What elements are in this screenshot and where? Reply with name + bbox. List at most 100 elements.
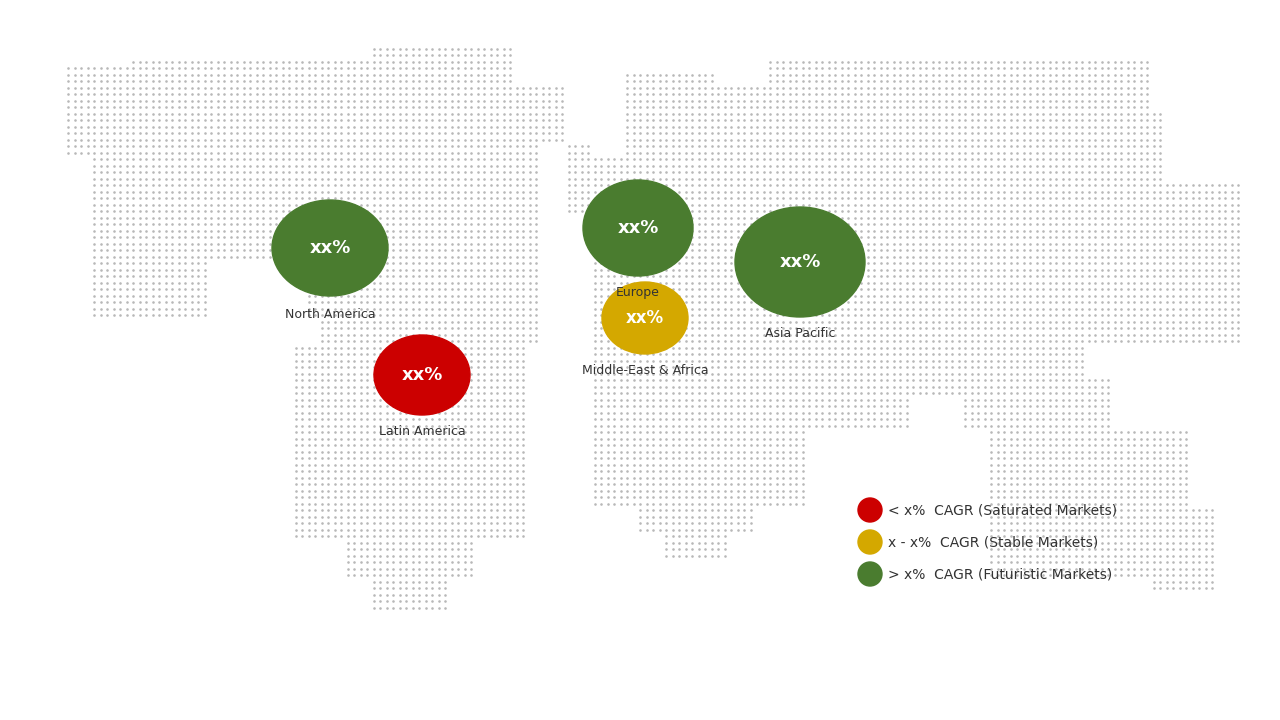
Point [961, 140, 982, 152]
Point [910, 245, 931, 256]
Point [292, 446, 312, 457]
Point [649, 407, 669, 418]
Point [344, 69, 365, 81]
Point [1027, 479, 1047, 490]
Point [682, 387, 703, 399]
Point [376, 426, 397, 438]
Point [429, 192, 449, 204]
Point [1111, 251, 1132, 263]
Point [305, 205, 325, 217]
Point [1085, 95, 1106, 107]
Point [461, 166, 481, 178]
Point [858, 264, 878, 276]
Point [97, 95, 118, 107]
Point [689, 245, 709, 256]
Point [104, 160, 124, 171]
Point [351, 147, 371, 158]
Point [1020, 303, 1041, 315]
Point [1189, 310, 1210, 321]
Point [1157, 511, 1178, 523]
Point [513, 264, 534, 276]
Point [317, 303, 338, 315]
Point [832, 361, 852, 373]
Point [410, 570, 430, 581]
Point [1228, 258, 1248, 269]
Point [376, 505, 397, 516]
Point [1143, 524, 1164, 536]
Point [389, 576, 410, 588]
Point [344, 413, 365, 425]
Point [708, 413, 728, 425]
Point [845, 368, 865, 379]
Point [617, 381, 637, 392]
Point [195, 303, 215, 315]
Point [741, 387, 762, 399]
Point [1052, 69, 1073, 81]
Point [1079, 95, 1100, 107]
Point [948, 297, 969, 308]
Point [416, 511, 436, 523]
Point [663, 303, 684, 315]
Point [1020, 108, 1041, 120]
Point [383, 479, 403, 490]
Point [474, 387, 494, 399]
Point [416, 277, 436, 289]
Point [1143, 485, 1164, 497]
Point [1001, 82, 1021, 94]
Point [748, 433, 768, 444]
Point [448, 199, 468, 210]
Point [812, 63, 832, 74]
Point [877, 114, 897, 126]
Point [97, 205, 118, 217]
Point [454, 387, 475, 399]
Point [689, 439, 709, 451]
Point [396, 336, 416, 347]
Point [266, 186, 287, 197]
Point [663, 446, 684, 457]
Point [201, 127, 221, 139]
Point [311, 479, 332, 490]
Point [526, 251, 547, 263]
Point [1149, 121, 1170, 132]
Point [129, 89, 150, 100]
Point [422, 582, 443, 594]
Point [332, 76, 352, 87]
Point [389, 595, 410, 607]
Point [1117, 336, 1138, 347]
Point [435, 524, 456, 536]
Point [689, 108, 709, 120]
Point [163, 245, 183, 256]
Point [454, 82, 475, 94]
Point [1164, 466, 1184, 477]
Point [357, 413, 378, 425]
Point [461, 63, 481, 74]
Point [241, 102, 261, 113]
Point [851, 102, 872, 113]
Point [376, 595, 397, 607]
Point [429, 374, 449, 386]
Point [748, 232, 768, 243]
Point [396, 82, 416, 94]
Point [429, 576, 449, 588]
Point [1130, 518, 1151, 529]
Point [754, 316, 774, 328]
Point [845, 225, 865, 236]
Point [611, 271, 631, 282]
Point [1124, 537, 1144, 549]
Point [410, 381, 430, 392]
Point [708, 212, 728, 223]
Point [454, 173, 475, 184]
Point [942, 102, 963, 113]
Point [513, 114, 534, 126]
Point [1202, 290, 1222, 302]
Point [1111, 323, 1132, 334]
Point [948, 69, 969, 81]
Point [116, 232, 137, 243]
Point [929, 258, 950, 269]
Point [585, 310, 605, 321]
Point [110, 89, 131, 100]
Point [461, 232, 481, 243]
Point [494, 166, 515, 178]
Point [591, 245, 612, 256]
Point [1157, 303, 1178, 315]
